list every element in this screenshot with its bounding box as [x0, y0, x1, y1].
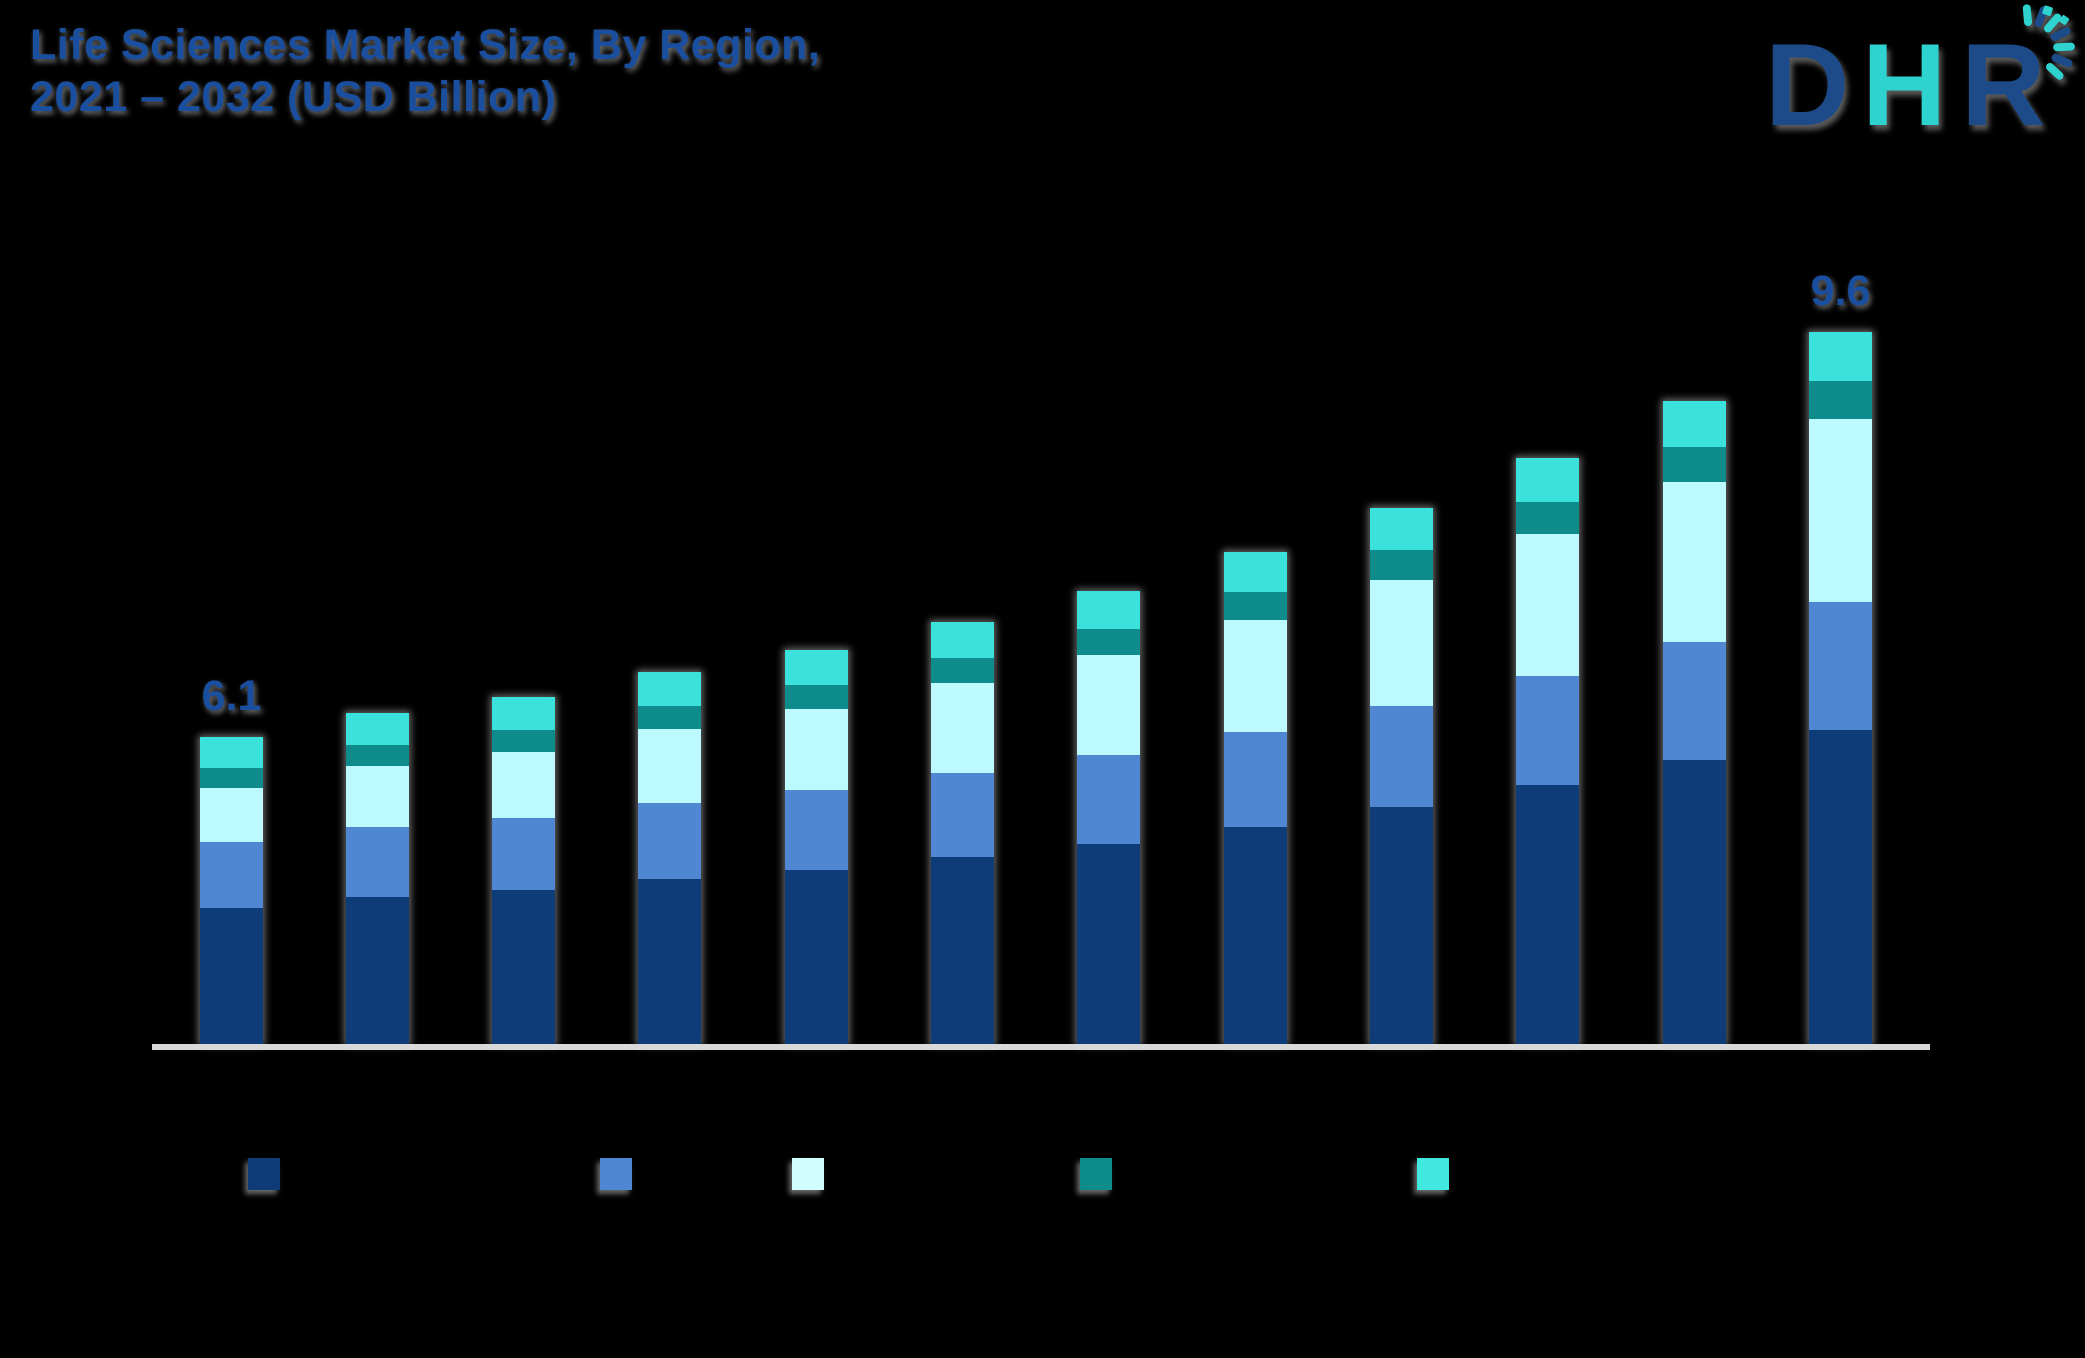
legend-swatch-blue — [600, 1158, 632, 1190]
bar-2024-segment-navy — [638, 879, 701, 1044]
bar-2024-segment-pale-cyan — [638, 729, 701, 803]
bar-2029-segment-turquoise — [1370, 508, 1433, 550]
bar-2031-segment-teal — [1663, 447, 1726, 482]
chart-title-line2: 2021 – 2032 (USD Billion) — [30, 72, 557, 121]
logo-letter-h: H — [1862, 19, 1946, 138]
bar-2023-segment-turquoise — [492, 697, 555, 730]
bar-2026 — [931, 622, 994, 1044]
bar-2025-segment-turquoise — [785, 650, 848, 685]
legend-swatch-navy — [248, 1158, 280, 1190]
bar-2027-segment-turquoise — [1077, 591, 1140, 629]
bar-2028-segment-pale-cyan — [1224, 620, 1287, 732]
bar-2030-segment-teal — [1516, 502, 1579, 534]
bar-2029-segment-blue — [1370, 706, 1433, 807]
bar-2028 — [1224, 552, 1287, 1044]
bar-2028-segment-turquoise — [1224, 552, 1287, 592]
bar-2030-segment-pale-cyan — [1516, 534, 1579, 676]
bar-2032-segment-navy — [1809, 730, 1872, 1044]
bar-2030-segment-turquoise — [1516, 458, 1579, 502]
bar-2030-segment-navy — [1516, 785, 1579, 1044]
bar-2029-segment-teal — [1370, 550, 1433, 580]
bar-value-label-2021: 6.1 — [201, 672, 262, 720]
bar-2027-segment-pale-cyan — [1077, 655, 1140, 755]
bar-2030 — [1516, 458, 1579, 1044]
bar-2027-segment-blue — [1077, 755, 1140, 844]
bar-2026-segment-blue — [931, 773, 994, 857]
bar-2032-segment-blue — [1809, 602, 1872, 730]
bar-2023-segment-pale-cyan — [492, 752, 555, 818]
bar-2030-segment-blue — [1516, 676, 1579, 785]
bar-2026-segment-teal — [931, 658, 994, 683]
bar-2028-segment-teal — [1224, 592, 1287, 620]
bar-2021-segment-turquoise — [200, 737, 263, 768]
bar-value-label-2032: 9.6 — [1810, 267, 1871, 315]
bar-2028-segment-blue — [1224, 732, 1287, 827]
bar-2026-segment-navy — [931, 857, 994, 1044]
bar-2024 — [638, 672, 701, 1044]
bar-2021-segment-teal — [200, 768, 263, 788]
bar-2022 — [346, 713, 409, 1044]
bar-2021: 6.1 — [200, 672, 263, 1044]
bar-2027-segment-teal — [1077, 629, 1140, 655]
logo-dot-1 — [2042, 5, 2053, 16]
bar-2032-segment-teal — [1809, 381, 1872, 419]
logo-rays — [2022, 4, 2075, 80]
bar-2029-segment-pale-cyan — [1370, 580, 1433, 706]
bar-2031 — [1663, 401, 1726, 1044]
bar-2032-segment-pale-cyan — [1809, 419, 1872, 602]
bar-2032: 9.6 — [1809, 267, 1872, 1044]
bar-2022-segment-teal — [346, 745, 409, 766]
legend-swatch-turquoise — [1417, 1158, 1449, 1190]
bar-2023-segment-navy — [492, 890, 555, 1044]
bar-2031-segment-navy — [1663, 760, 1726, 1044]
bar-2027-segment-navy — [1077, 844, 1140, 1044]
bar-2024-segment-blue — [638, 803, 701, 879]
bar-2023-segment-teal — [492, 730, 555, 752]
bar-2032-segment-turquoise — [1809, 332, 1872, 381]
dhr-logo: D H R — [1765, 4, 2075, 138]
bar-2028-segment-navy — [1224, 827, 1287, 1044]
bar-2031-segment-pale-cyan — [1663, 482, 1726, 642]
bar-2022-segment-blue — [346, 827, 409, 897]
bar-2022-segment-turquoise — [346, 713, 409, 745]
bar-2022-segment-navy — [346, 897, 409, 1044]
bar-2023-segment-blue — [492, 818, 555, 890]
legend-swatch-teal — [1080, 1158, 1112, 1190]
bar-2027 — [1077, 591, 1140, 1044]
bar-2031-segment-turquoise — [1663, 401, 1726, 447]
legend-swatch-pale-cyan — [792, 1158, 824, 1190]
bar-2021-segment-blue — [200, 842, 263, 908]
bar-2026-segment-turquoise — [931, 622, 994, 658]
bar-2021-segment-navy — [200, 908, 263, 1044]
chart-title-line1: Life Sciences Market Size, By Region, — [30, 21, 821, 69]
logo-letter-r: R — [1961, 19, 2045, 138]
bar-2024-segment-turquoise — [638, 672, 701, 706]
bar-2024-segment-teal — [638, 706, 701, 729]
bar-2025-segment-pale-cyan — [785, 709, 848, 790]
bar-2025-segment-teal — [785, 685, 848, 709]
bar-2025-segment-blue — [785, 790, 848, 870]
bar-2029 — [1370, 508, 1433, 1044]
bar-2023 — [492, 697, 555, 1044]
bar-2031-segment-blue — [1663, 642, 1726, 760]
x-axis-line — [152, 1044, 1930, 1050]
bar-2022-segment-pale-cyan — [346, 766, 409, 827]
bar-2021-segment-pale-cyan — [200, 788, 263, 842]
bar-2026-segment-pale-cyan — [931, 683, 994, 773]
bar-2029-segment-navy — [1370, 807, 1433, 1044]
logo-dot-2 — [2059, 15, 2070, 25]
chart-title: Life Sciences Market Size, By Region, 20… — [30, 20, 820, 123]
bar-2025 — [785, 650, 848, 1044]
logo-letter-d: D — [1765, 19, 1849, 138]
bar-2025-segment-navy — [785, 870, 848, 1044]
